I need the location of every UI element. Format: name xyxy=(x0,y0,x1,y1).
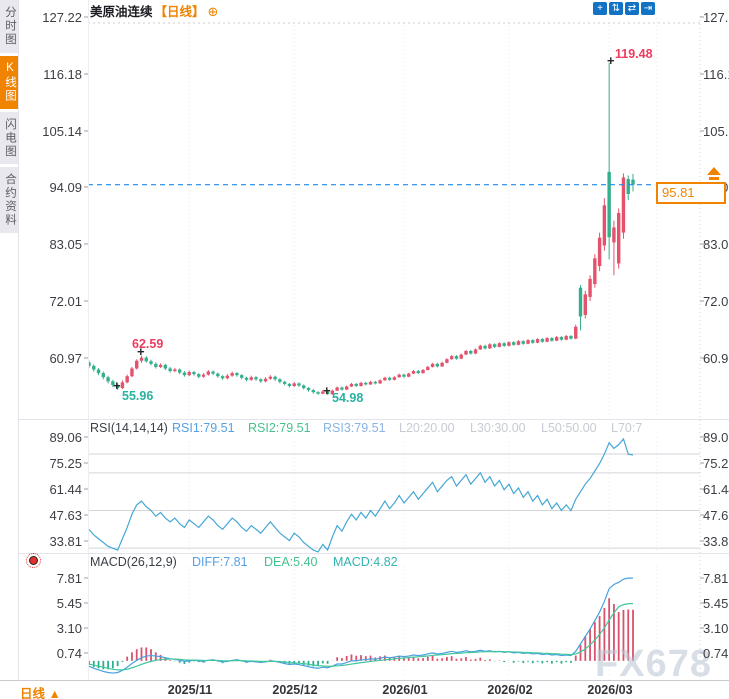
time-axis-bar: 日线 ▲ 2025/11 2025/12 2026/01 2026/02 202… xyxy=(0,680,729,699)
rsi-axis-label: 61.44 xyxy=(49,482,82,497)
rsi-axis-label: 33.81 xyxy=(703,534,729,549)
macd-title[interactable]: MACD(26,12,9) xyxy=(90,555,177,569)
y-axis-label: 116.18 xyxy=(703,67,729,82)
swing-high-cross-marker: + xyxy=(137,344,145,359)
rsi-l70-value: L70:7 xyxy=(611,421,643,435)
macd-dea-value: DEA:5.40 xyxy=(264,555,318,569)
rsi-title[interactable]: RSI(14,14,14) xyxy=(90,421,168,435)
rsi3-value: RSI3:79.51 xyxy=(323,421,386,435)
date-tick-label: 2025/12 xyxy=(272,683,318,697)
macd-axis-label: 7.81 xyxy=(56,571,82,586)
swing-high-annotation: 62.59 xyxy=(132,337,164,351)
rsi-axis-label: 75.25 xyxy=(703,456,729,471)
swing-low2-cross-marker: + xyxy=(323,383,331,398)
macd-axis-label: 0.74 xyxy=(703,646,729,661)
macd-axis-label: 7.81 xyxy=(703,571,729,586)
symbol-name: 美原油连续 xyxy=(90,5,153,19)
panel-separator xyxy=(18,419,729,420)
macd-axis-label: 5.45 xyxy=(703,596,729,611)
date-tick-label: 2025/11 xyxy=(167,683,213,697)
rsi2-value: RSI2:79.51 xyxy=(248,421,311,435)
y-axis-label: 94.09 xyxy=(49,180,82,195)
rsi-l50-value: L50:50.00 xyxy=(541,421,597,435)
swing-low-cross-marker: + xyxy=(113,378,121,393)
rsi-axis-label: 75.25 xyxy=(49,456,82,471)
y-axis-label: 127.22 xyxy=(42,10,82,25)
rsi-axis-label: 89.06 xyxy=(49,430,82,445)
y-axis-label: 83.05 xyxy=(49,237,82,252)
y-axis-label: 83.05 xyxy=(703,237,729,252)
rsi-l20-value: L20:20.00 xyxy=(399,421,455,435)
axis-scale-icon[interactable]: ⇅ xyxy=(609,2,623,15)
swing-low2-annotation: 54.98 xyxy=(332,391,364,405)
sidebar-tab-time-chart[interactable]: 分时图 xyxy=(0,0,18,53)
plot-left-boundary xyxy=(88,0,89,680)
y-axis-label: 72.01 xyxy=(703,294,729,309)
sidebar-tab-flash-chart[interactable]: 闪电图 xyxy=(0,111,18,164)
macd-axis-label: 3.10 xyxy=(703,621,729,636)
swing-low-annotation: 55.96 xyxy=(122,389,154,403)
y-axis-label: 105.14 xyxy=(703,124,729,139)
sidebar: 分时图 K线图 闪电图 合约资料 xyxy=(0,0,19,699)
axis-zoom-icon[interactable]: ⇄ xyxy=(625,2,639,15)
indicator-settings-icon[interactable] xyxy=(26,553,41,568)
rsi-axis-label: 61.44 xyxy=(703,482,729,497)
last-price-box[interactable]: 95.81 xyxy=(656,182,726,204)
price-up-arrow-icon xyxy=(707,167,721,180)
rsi-axis-label: 47.63 xyxy=(703,508,729,523)
rsi-axis-label: 89.06 xyxy=(703,430,729,445)
y-axis-label: 127.22 xyxy=(703,10,729,25)
add-indicator-icon[interactable]: ⊕ xyxy=(207,4,219,19)
date-tick-label: 2026/01 xyxy=(382,683,428,697)
y-axis-label: 60.97 xyxy=(49,351,82,366)
period-label[interactable]: 【日线】 xyxy=(154,5,205,19)
date-tick-label: 2026/02 xyxy=(487,683,533,697)
rsi-axis-label: 33.81 xyxy=(49,534,82,549)
macd-axis-label: 3.10 xyxy=(56,621,82,636)
date-tick-label: 2026/03 xyxy=(587,683,633,697)
chart-header: 美原油连续 【日线】 ⊕ xyxy=(90,1,218,20)
pan-crosshair-icon[interactable]: + xyxy=(593,2,607,15)
exit-view-icon[interactable]: ⇥ xyxy=(641,2,655,15)
sidebar-tab-kline-chart[interactable]: K线图 xyxy=(0,55,18,109)
rsi-axis-label: 47.63 xyxy=(49,508,82,523)
high-cross-marker: + xyxy=(607,53,615,68)
y-axis-label: 60.97 xyxy=(703,351,729,366)
high-annotation: 119.48 xyxy=(615,47,653,61)
period-selector[interactable]: 日线 ▲ xyxy=(20,687,61,699)
y-axis-label: 116.18 xyxy=(43,67,82,82)
macd-value: MACD:4.82 xyxy=(333,555,398,569)
rsi1-value: RSI1:79.51 xyxy=(172,421,235,435)
y-axis-label: 105.14 xyxy=(42,124,82,139)
sidebar-tab-contract-info[interactable]: 合约资料 xyxy=(0,167,18,233)
macd-axis-label: 0.74 xyxy=(56,646,82,661)
panel-separator xyxy=(18,553,729,554)
macd-diff-value: DIFF:7.81 xyxy=(192,555,248,569)
y-axis-label: 72.01 xyxy=(49,294,82,309)
rsi-l30-value: L30:30.00 xyxy=(470,421,526,435)
period-up-arrow-icon: ▲ xyxy=(48,687,61,699)
macd-axis-label: 5.45 xyxy=(56,596,82,611)
